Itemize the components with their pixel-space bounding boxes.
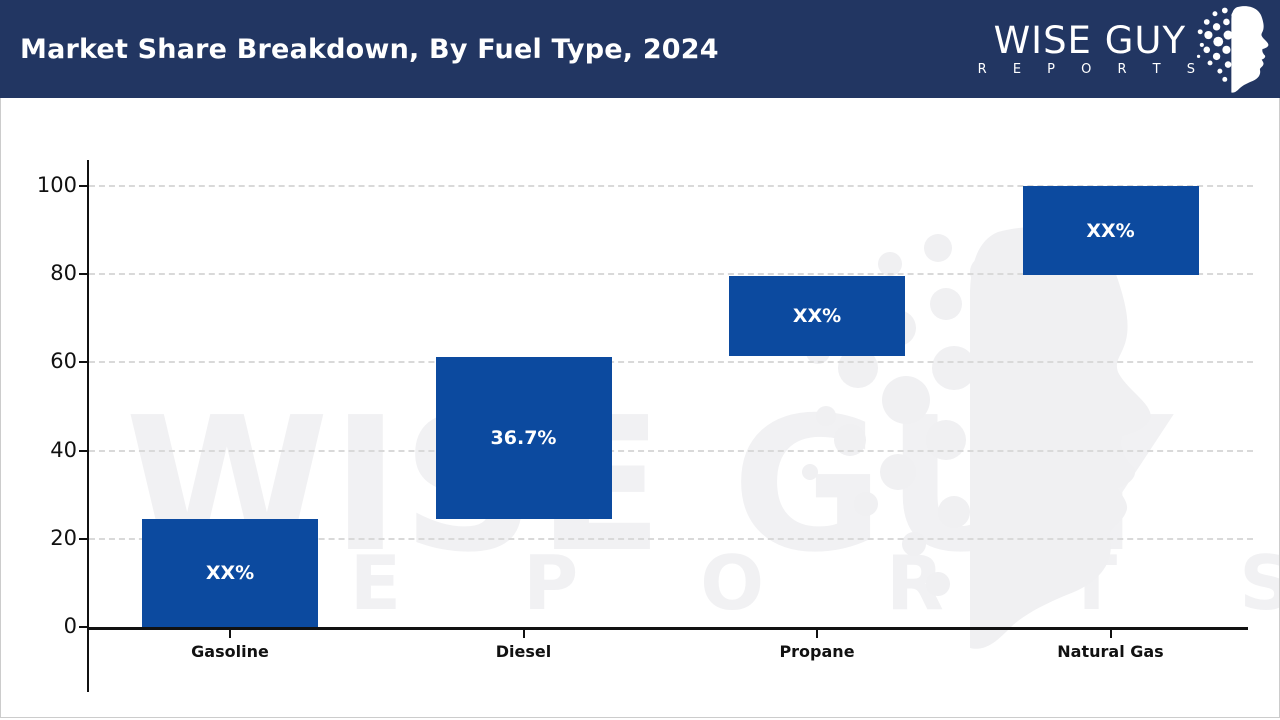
y-tick-label: 80 — [50, 261, 77, 286]
gridline — [89, 185, 1253, 187]
x-axis-spine — [87, 627, 1248, 630]
y-axis-tick — [79, 449, 87, 452]
x-axis-tick — [522, 630, 525, 638]
page-title: Market Share Breakdown, By Fuel Type, 20… — [20, 33, 719, 65]
bar-diesel — [435, 357, 612, 519]
x-tick-label: Propane — [779, 642, 855, 661]
y-axis-spine — [87, 160, 89, 692]
plot-area: WISE GUY R E P O R T S 0 20 40 60 80 100 Gasol… — [0, 98, 1280, 718]
y-tick-label: 20 — [50, 525, 77, 550]
wiseguy-head-icon — [1196, 6, 1269, 93]
y-tick-label: 60 — [50, 349, 77, 374]
logo-name: WISE GUY — [993, 18, 1187, 62]
bar-gasoline — [142, 518, 318, 627]
y-tick-label: 100 — [36, 173, 77, 197]
bar-value-label: XX% — [792, 305, 842, 328]
x-axis-tick — [1109, 630, 1112, 638]
y-axis-tick — [79, 361, 87, 364]
logo-subtitle: R E P O R T S — [977, 61, 1206, 77]
gridline — [89, 361, 1253, 364]
gridline — [89, 537, 1253, 540]
bar-propane — [729, 275, 905, 357]
y-axis-tick — [79, 537, 87, 540]
y-axis-tick — [79, 273, 87, 276]
frame-bottom-border — [0, 717, 1280, 718]
bar-natural-gas — [1022, 186, 1199, 276]
logo-text: WISE GUY R E P O R T S — [974, 22, 1206, 77]
bar-value-label: XX% — [1086, 219, 1135, 242]
x-axis-tick — [816, 630, 818, 638]
x-tick-label: Natural Gas — [1057, 642, 1164, 661]
frame-left-border — [0, 98, 1, 718]
x-axis-tick — [229, 630, 231, 638]
header-bar: Market Share Breakdown, By Fuel Type, 20… — [0, 0, 1280, 98]
gridline — [89, 273, 1253, 276]
bar-value-label: 36.7% — [490, 427, 557, 450]
y-tick-label: 40 — [50, 437, 77, 462]
y-tick-label: 0 — [63, 614, 77, 638]
x-tick-label: Gasoline — [191, 642, 269, 661]
watermark-head-icon — [802, 226, 1151, 649]
wiseguy-logo: WISE GUY R E P O R T S — [974, 2, 1274, 96]
gridline — [89, 449, 1253, 452]
y-axis-tick — [79, 185, 87, 187]
x-tick-label: Diesel — [495, 642, 552, 661]
bar-value-label: XX% — [205, 561, 255, 584]
y-axis-tick — [79, 626, 87, 628]
